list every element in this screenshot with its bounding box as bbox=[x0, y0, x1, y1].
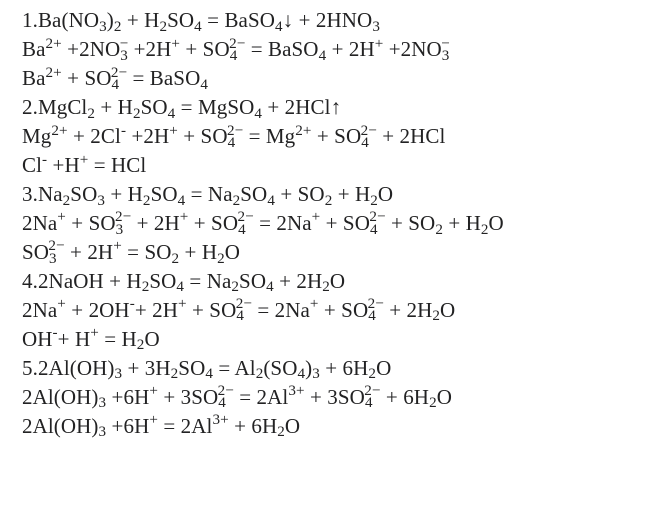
equation-line: 1.Ba(NO3)2 + H2SO4 = BaSO4↓ + 2HNO3 bbox=[22, 6, 656, 35]
equation-line: 2Na+ + 2OH-+ 2H+ + SO42− = 2Na+ + SO42− … bbox=[22, 296, 656, 325]
equation-line: 4.2NaOH + H2SO4 = Na2SO4 + 2H2O bbox=[22, 267, 656, 296]
equation-line: Cl- +H+ = HCl bbox=[22, 151, 656, 180]
equations-page: 1.Ba(NO3)2 + H2SO4 = BaSO4↓ + 2HNO3 Ba2+… bbox=[0, 0, 668, 520]
equation-line: 2Al(OH)3 +6H+ + 3SO42− = 2Al3+ + 3SO42− … bbox=[22, 383, 656, 412]
equation-line: 3.Na2SO3 + H2SO4 = Na2SO4 + SO2 + H2O bbox=[22, 180, 656, 209]
equation-line: 2.MgCl2 + H2SO4 = MgSO4 + 2HCl↑ bbox=[22, 93, 656, 122]
equation-line: SO32− + 2H+ = SO2 + H2O bbox=[22, 238, 656, 267]
equation-line: Mg2+ + 2Cl- +2H+ + SO42− = Mg2+ + SO42− … bbox=[22, 122, 656, 151]
equation-line: OH-+ H+ = H2O bbox=[22, 325, 656, 354]
equation-line: Ba2+ +2NO3− +2H+ + SO42− = BaSO4 + 2H+ +… bbox=[22, 35, 656, 64]
equation-line: 2Na+ + SO32− + 2H+ + SO42− = 2Na+ + SO42… bbox=[22, 209, 656, 238]
equation-line: 5.2Al(OH)3 + 3H2SO4 = Al2(SO4)3 + 6H2O bbox=[22, 354, 656, 383]
equation-line: 2Al(OH)3 +6H+ = 2Al3+ + 6H2O bbox=[22, 412, 656, 441]
equation-line: Ba2+ + SO42− = BaSO4 bbox=[22, 64, 656, 93]
